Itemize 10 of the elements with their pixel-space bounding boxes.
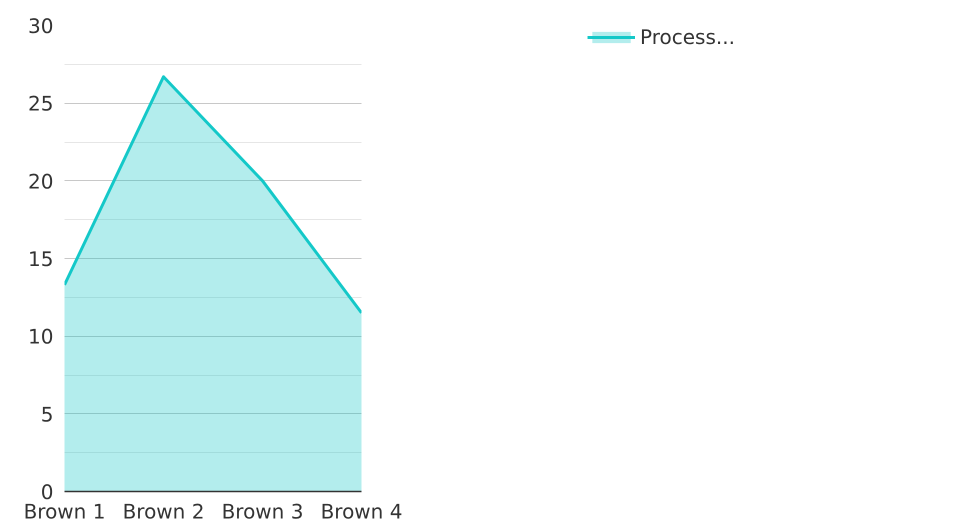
y-tick-label: 20 [28,169,54,194]
y-tick-label: 15 [28,247,54,271]
y-tick-label: 25 [28,92,54,116]
x-tick-label: Brown 2 [122,500,204,524]
x-tick-label: Brown 3 [222,500,304,524]
y-tick-label: 30 [28,14,54,38]
legend-label: Process... [640,25,735,49]
y-tick-label: 5 [40,402,54,426]
y-tick-label: 10 [28,324,54,349]
x-tick-label: Brown 4 [320,500,402,524]
